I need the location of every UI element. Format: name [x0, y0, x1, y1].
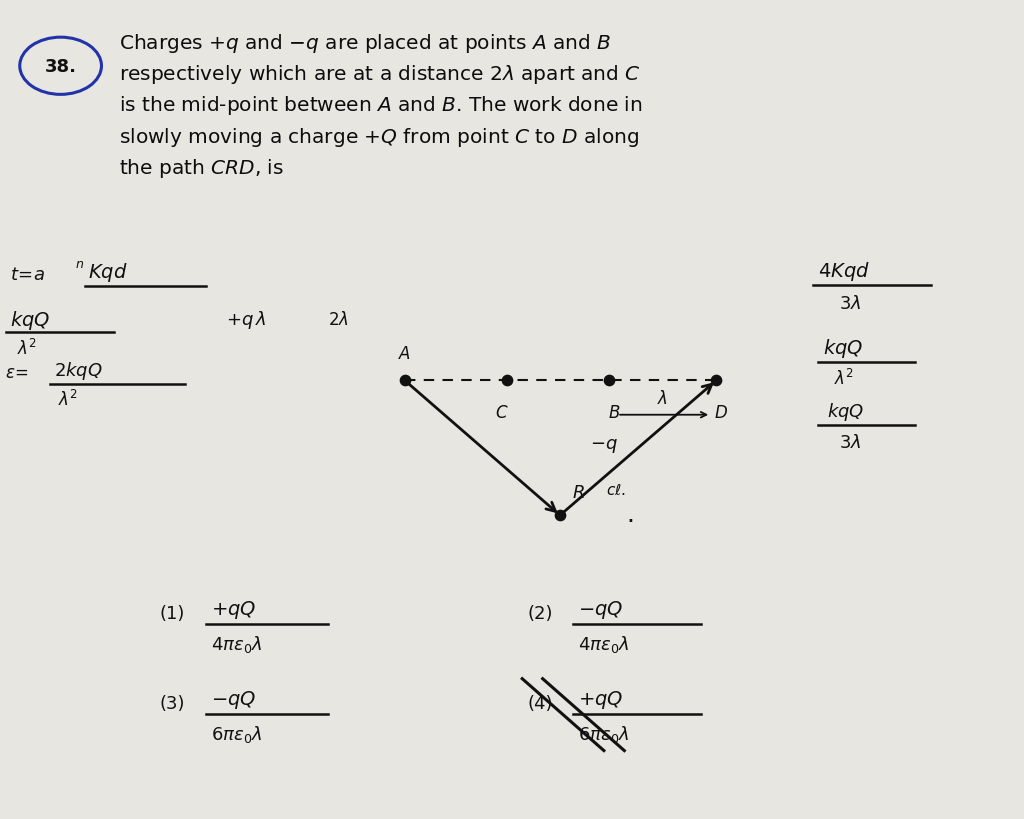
Point: [708, 374, 724, 387]
Text: $3\lambda$: $3\lambda$: [839, 433, 861, 451]
Text: $+q\,\lambda$: $+q\,\lambda$: [226, 309, 266, 331]
Text: $\lambda^2$: $\lambda^2$: [57, 390, 78, 410]
Text: $\lambda$: $\lambda$: [657, 390, 668, 408]
Text: the path $CRD$, is: the path $CRD$, is: [119, 156, 284, 179]
Text: $C$: $C$: [495, 404, 509, 422]
Text: $kqQ$: $kqQ$: [826, 400, 864, 422]
Text: $R$: $R$: [572, 483, 585, 501]
Text: $c\ell.$: $c\ell.$: [606, 482, 626, 498]
Text: (2): (2): [527, 604, 553, 622]
Text: $+qQ$: $+qQ$: [211, 599, 256, 621]
Text: $n$: $n$: [75, 258, 84, 271]
Text: (3): (3): [160, 695, 185, 713]
Text: 38.: 38.: [45, 57, 77, 75]
Text: $4\pi\varepsilon_0\lambda$: $4\pi\varepsilon_0\lambda$: [211, 633, 262, 654]
Point: [499, 374, 515, 387]
Text: respectively which are at a distance $2\lambda$ apart and $C$: respectively which are at a distance $2\…: [119, 63, 641, 86]
Text: $-q$: $-q$: [590, 437, 617, 455]
Text: $\lambda^2$: $\lambda^2$: [834, 369, 854, 388]
Text: $6\pi\varepsilon_0\lambda$: $6\pi\varepsilon_0\lambda$: [211, 723, 262, 744]
Text: Charges $+q$ and $-q$ are placed at points $A$ and $B$: Charges $+q$ and $-q$ are placed at poin…: [119, 32, 611, 56]
Text: $2\lambda$: $2\lambda$: [328, 310, 349, 328]
Text: $\lambda^2$: $\lambda^2$: [16, 338, 37, 359]
Text: .: .: [627, 502, 635, 526]
Text: $kqQ$: $kqQ$: [823, 337, 863, 360]
Text: $D$: $D$: [715, 404, 728, 422]
Text: $6\pi\varepsilon_0\lambda$: $6\pi\varepsilon_0\lambda$: [579, 723, 630, 744]
Text: $-qQ$: $-qQ$: [579, 599, 624, 621]
Text: $3\lambda$: $3\lambda$: [839, 294, 861, 312]
Text: $-qQ$: $-qQ$: [211, 688, 256, 710]
Text: $A$: $A$: [398, 345, 412, 363]
Text: $4Kqd$: $4Kqd$: [818, 260, 870, 283]
Text: (4): (4): [527, 695, 553, 713]
Point: [552, 509, 568, 523]
Text: $B$: $B$: [608, 404, 621, 422]
Text: $kqQ$: $kqQ$: [9, 308, 50, 331]
Point: [601, 374, 617, 387]
Text: $\varepsilon\!=\!$: $\varepsilon\!=\!$: [5, 364, 29, 382]
Text: (1): (1): [160, 604, 185, 622]
Text: $Kqd$: $Kqd$: [88, 261, 128, 284]
Text: $t\!=\!a$: $t\!=\!a$: [9, 266, 45, 284]
Text: is the mid-point between $A$ and $B$. The work done in: is the mid-point between $A$ and $B$. Th…: [119, 94, 642, 117]
Point: [396, 374, 413, 387]
Text: $+qQ$: $+qQ$: [579, 688, 624, 710]
Text: $4\pi\varepsilon_0\lambda$: $4\pi\varepsilon_0\lambda$: [579, 633, 630, 654]
Text: $2kqQ$: $2kqQ$: [54, 360, 103, 382]
Text: slowly moving a charge $+Q$ from point $C$ to $D$ along: slowly moving a charge $+Q$ from point $…: [119, 125, 639, 148]
